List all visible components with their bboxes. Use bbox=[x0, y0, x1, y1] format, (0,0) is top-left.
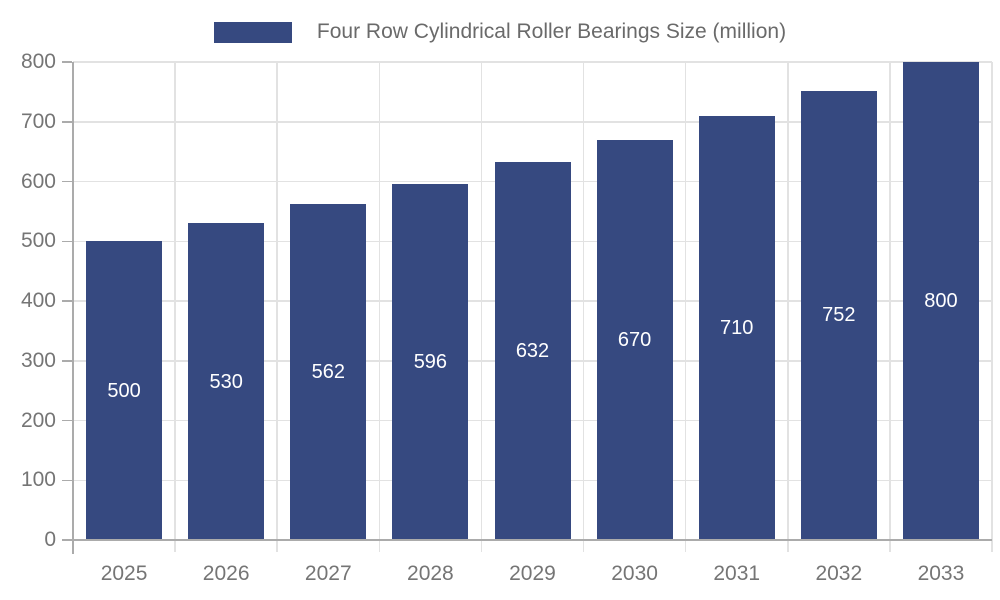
bar-value-label: 632 bbox=[515, 340, 550, 363]
y-tick-label: 200 bbox=[20, 408, 56, 432]
x-tick-label: 2032 bbox=[815, 562, 863, 585]
bar-value-label: 800 bbox=[924, 290, 958, 312]
y-tick-label: 100 bbox=[20, 468, 56, 492]
bar[interactable]: 530 bbox=[188, 223, 265, 540]
vertical-gridline bbox=[582, 62, 585, 552]
bar-value-label: 562 bbox=[311, 361, 345, 384]
y-tick-label: 400 bbox=[20, 289, 56, 312]
y-axis-tick bbox=[62, 360, 72, 362]
vertical-gridline bbox=[889, 62, 891, 552]
x-tick-label: 2031 bbox=[713, 562, 761, 585]
bar[interactable]: 632 bbox=[494, 162, 571, 540]
legend-label: Four Row Cylindrical Roller Bearings Siz… bbox=[316, 20, 787, 43]
x-tick-label: 2029 bbox=[509, 562, 556, 585]
y-tick-label: 800 bbox=[20, 50, 56, 73]
bar[interactable]: 500 bbox=[86, 241, 163, 540]
vertical-gridline bbox=[480, 62, 483, 552]
y-axis-tick bbox=[62, 240, 72, 242]
x-tick-label: 2026 bbox=[202, 562, 250, 585]
x-tick-label: 2030 bbox=[611, 562, 658, 585]
bar[interactable]: 562 bbox=[290, 204, 367, 540]
y-axis-tick bbox=[62, 61, 72, 63]
y-tick-label: 700 bbox=[20, 109, 56, 133]
x-tick-label: 2028 bbox=[407, 562, 454, 585]
bar[interactable]: 710 bbox=[698, 115, 775, 540]
bar[interactable]: 800 bbox=[902, 62, 979, 540]
bar-value-label: 596 bbox=[413, 350, 448, 373]
x-tick-label: 2025 bbox=[100, 562, 148, 585]
bar[interactable]: 596 bbox=[392, 183, 469, 540]
y-tick-label: 500 bbox=[20, 229, 56, 253]
vertical-gridline bbox=[174, 62, 176, 552]
bar[interactable]: 752 bbox=[800, 90, 877, 540]
horizontal-gridline bbox=[73, 61, 992, 63]
horizontal-gridline bbox=[73, 121, 992, 123]
y-axis-tick bbox=[62, 479, 72, 481]
x-tick-label: 2033 bbox=[917, 562, 965, 585]
bar-value-label: 670 bbox=[617, 328, 652, 351]
y-axis-tick bbox=[62, 419, 72, 422]
vertical-gridline bbox=[684, 62, 687, 552]
bar-value-label: 752 bbox=[822, 304, 856, 327]
y-tick-label: 0 bbox=[44, 528, 56, 551]
y-axis-tick bbox=[62, 300, 72, 302]
y-axis-tick bbox=[62, 121, 72, 123]
x-tick-label: 2027 bbox=[304, 562, 352, 585]
y-tick-label: 600 bbox=[20, 169, 56, 193]
y-axis-tick bbox=[62, 180, 72, 183]
legend-swatch bbox=[213, 21, 292, 43]
vertical-gridline bbox=[787, 62, 789, 552]
vertical-gridline bbox=[991, 62, 993, 552]
vertical-gridline bbox=[276, 62, 278, 552]
vertical-gridline bbox=[378, 62, 381, 552]
bar-value-label: 500 bbox=[107, 379, 141, 402]
plot-area: 500 530 562 596 632 670 710 752 800 bbox=[73, 61, 993, 552]
y-tick-label: 300 bbox=[20, 348, 56, 372]
bar-value-label: 530 bbox=[209, 370, 243, 393]
bar[interactable]: 670 bbox=[596, 139, 673, 540]
bar-value-label: 710 bbox=[720, 316, 754, 339]
legend[interactable]: Four Row Cylindrical Roller Bearings Siz… bbox=[0, 16, 1000, 48]
